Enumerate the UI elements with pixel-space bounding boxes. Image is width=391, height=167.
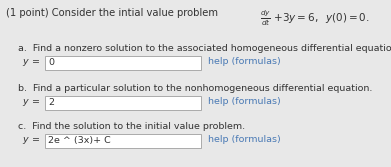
Text: a.  Find a nonzero solution to the associated homogeneous differential equation.: a. Find a nonzero solution to the associ… [18, 44, 391, 53]
Text: 0: 0 [48, 58, 54, 67]
Text: help (formulas): help (formulas) [208, 135, 281, 144]
FancyBboxPatch shape [45, 133, 201, 147]
FancyBboxPatch shape [45, 55, 201, 69]
Text: $\frac{dy}{dt}$ $+ 3y = 6, \;\; y(0) = 0.$: $\frac{dy}{dt}$ $+ 3y = 6, \;\; y(0) = 0… [260, 8, 369, 28]
Text: help (formulas): help (formulas) [208, 57, 281, 66]
Text: help (formulas): help (formulas) [208, 97, 281, 106]
Text: $y\,=$: $y\,=$ [22, 135, 40, 146]
Text: 2: 2 [48, 98, 54, 107]
Text: c.  Find the solution to the initial value problem.: c. Find the solution to the initial valu… [18, 122, 245, 131]
Text: 2e ^ (3x)+ C: 2e ^ (3x)+ C [48, 136, 111, 145]
Text: b.  Find a particular solution to the nonhomogeneous differential equation.: b. Find a particular solution to the non… [18, 84, 372, 93]
Text: $y\,=$: $y\,=$ [22, 97, 40, 108]
Text: (1 point) Consider the intial value problem: (1 point) Consider the intial value prob… [6, 8, 218, 18]
FancyBboxPatch shape [45, 96, 201, 110]
Text: $y\,=$: $y\,=$ [22, 57, 40, 68]
